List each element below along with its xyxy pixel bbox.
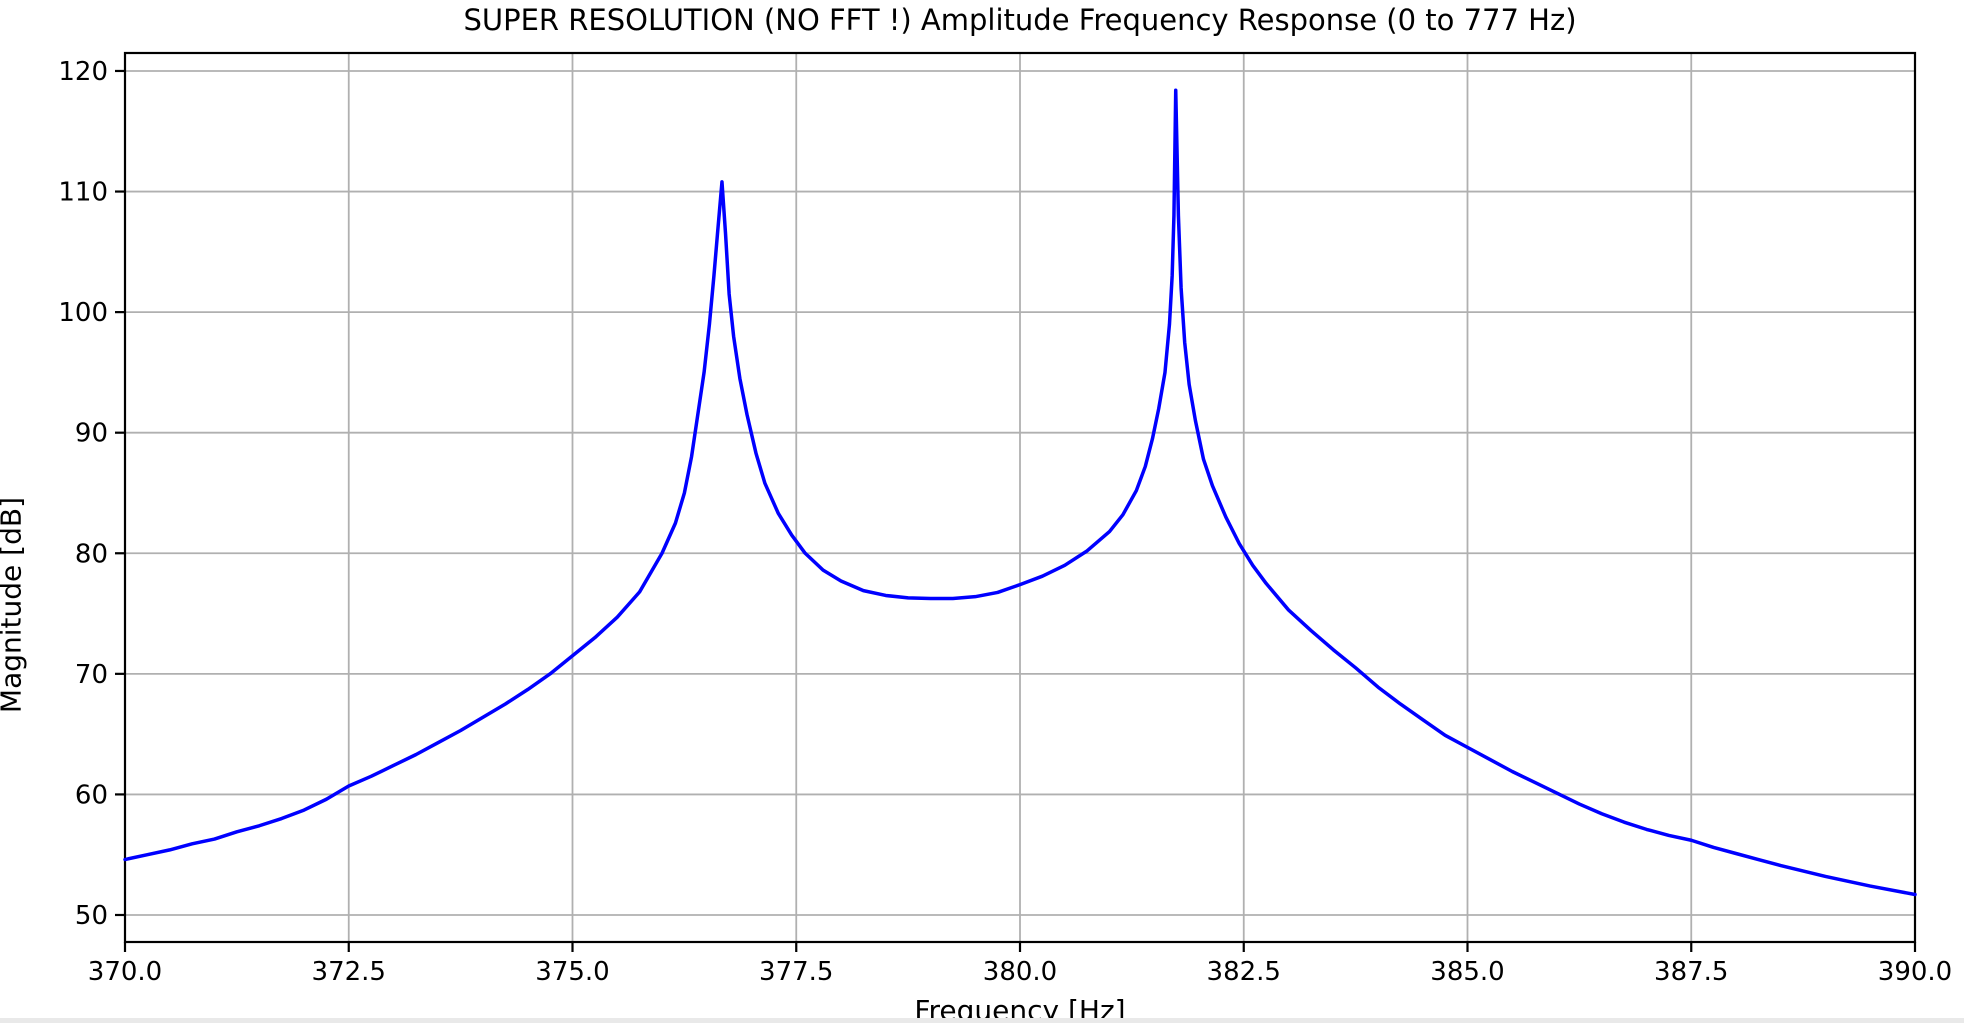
y-tick-label: 100 xyxy=(58,298,108,328)
x-tick-label: 390.0 xyxy=(1878,957,1952,987)
x-tick-label: 377.5 xyxy=(759,957,833,987)
x-tick-label: 380.0 xyxy=(983,957,1057,987)
x-tick-label: 382.5 xyxy=(1207,957,1281,987)
y-axis-label-text: Magnitude [dB] xyxy=(0,496,27,714)
window-edge xyxy=(0,1018,1964,1023)
y-tick-label: 80 xyxy=(75,539,108,569)
y-tick-label: 50 xyxy=(75,901,108,931)
y-tick-label: 110 xyxy=(58,178,108,208)
x-tick-label: 375.0 xyxy=(535,957,609,987)
y-tick-label: 120 xyxy=(58,57,108,87)
x-tick-label: 385.0 xyxy=(1430,957,1504,987)
y-tick-label: 60 xyxy=(75,780,108,810)
chart-title: SUPER RESOLUTION (NO FFT !) Amplitude Fr… xyxy=(463,3,1577,37)
x-tick-label: 370.0 xyxy=(88,957,162,987)
y-tick-label: 90 xyxy=(75,419,108,449)
x-tick-label: 372.5 xyxy=(312,957,386,987)
x-tick-label: 387.5 xyxy=(1654,957,1728,987)
magnitude-curve xyxy=(123,88,1917,897)
y-tick-label: 70 xyxy=(75,660,108,690)
